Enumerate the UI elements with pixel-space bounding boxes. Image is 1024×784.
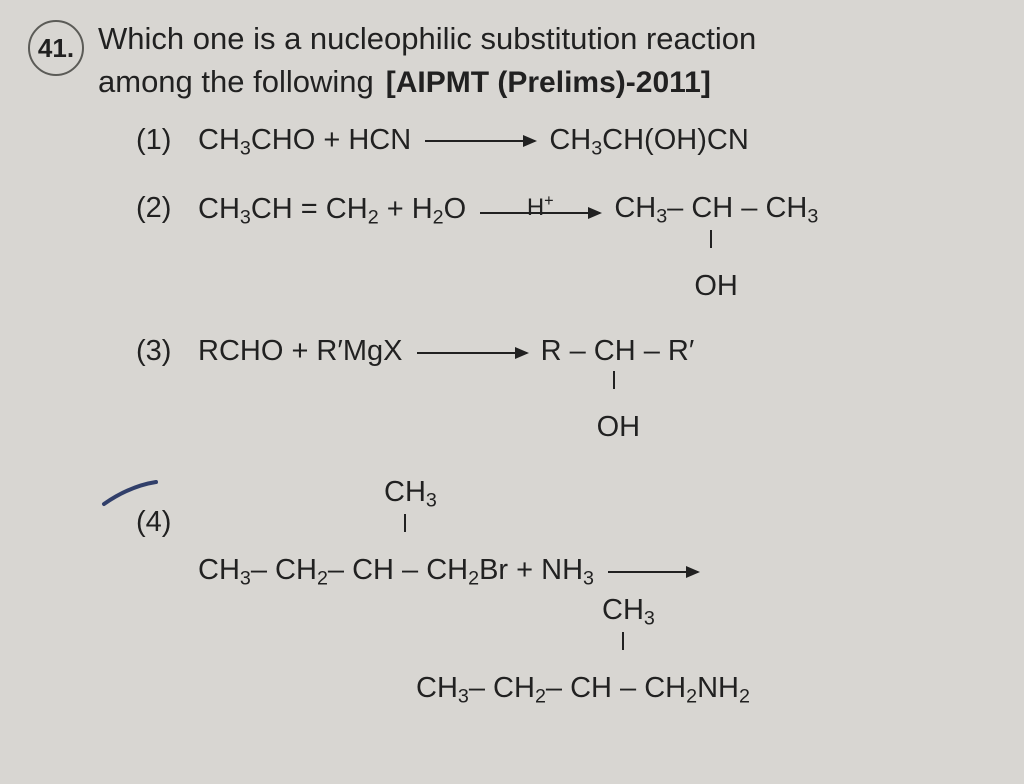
question-source: [AIPMT (Prelims)-2011]: [386, 62, 711, 103]
question-text-line2: among the following: [98, 61, 374, 104]
option-1-equation: CH3CHO + HCN CH3CH(OH)CN: [198, 122, 749, 162]
option-2-lhs: CH3CH = CH2 + H2O: [198, 193, 466, 225]
question-number-circle: 41.: [28, 20, 84, 76]
option-4-rhs: CH3 CH3– CH2– CH – CH2NH2: [416, 592, 750, 710]
option-2-equation: CH3CH = CH2 + H2O H+ CH3– CH – CH3 OH: [198, 190, 818, 306]
option-4-equation: CH3 CH3– CH2– CH – CH2Br + NH3: [198, 474, 704, 592]
option-3: (3) RCHO + R′MgX R – CH – R′ OH: [136, 333, 988, 446]
arrow-icon: [417, 334, 527, 372]
arrow-icon: [608, 553, 698, 591]
option-2-rhs: CH3– CH – CH3 OH: [614, 190, 818, 306]
option-3-number: (3): [136, 333, 184, 371]
question-number: 41.: [38, 33, 74, 64]
arrow-icon: H+: [480, 190, 600, 232]
option-4: (4) CH3 CH3– CH2– CH – CH2Br + NH3: [136, 474, 988, 592]
question-text: Which one is a nucleophilic substitution…: [98, 18, 756, 104]
option-3-rhs: R – CH – R′ OH: [541, 333, 695, 446]
option-4-product: CH3 CH3– CH2– CH – CH2NH2: [416, 592, 988, 710]
page: 41. Which one is a nucleophilic substitu…: [0, 0, 1024, 758]
option-1-rhs: CH3CH(OH)CN: [549, 124, 748, 156]
question-line: 41. Which one is a nucleophilic substitu…: [28, 18, 988, 104]
option-3-equation: RCHO + R′MgX R – CH – R′ OH: [198, 333, 694, 446]
options-list: (1) CH3CHO + HCN CH3CH(OH)CN (2) CH3CH =…: [136, 122, 988, 711]
option-3-lhs: RCHO + R′MgX: [198, 335, 402, 367]
option-2-number: (2): [136, 190, 184, 228]
arrow-icon: [425, 122, 535, 160]
option-1-lhs: CH3CHO + HCN: [198, 124, 411, 156]
option-2: (2) CH3CH = CH2 + H2O H+ CH3– CH – CH3 O…: [136, 190, 988, 306]
option-1-number: (1): [136, 122, 184, 160]
question-text-line1: Which one is a nucleophilic substitution…: [98, 21, 756, 56]
arrow-label: H+: [480, 191, 600, 223]
option-1: (1) CH3CHO + HCN CH3CH(OH)CN: [136, 122, 988, 162]
answer-tick-icon: [100, 480, 160, 522]
option-4-lhs: CH3 CH3– CH2– CH – CH2Br + NH3: [198, 474, 704, 592]
